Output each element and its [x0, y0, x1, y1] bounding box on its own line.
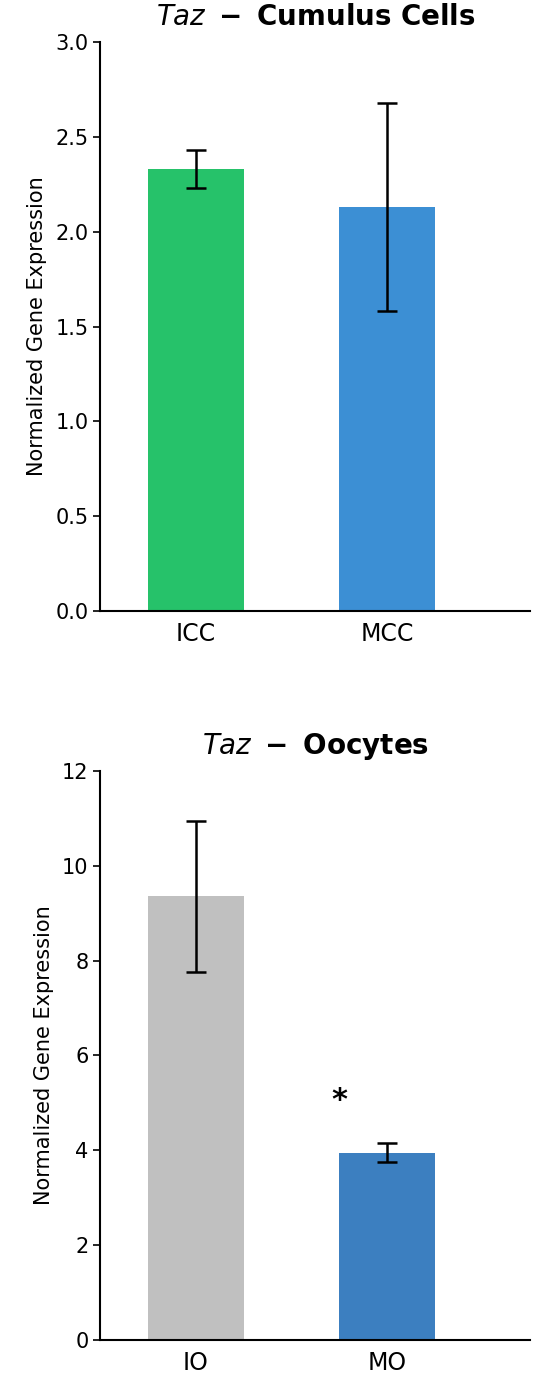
Title: $\mathbf{\mathit{Taz}}$$\mathbf{\ -\ Oocytes}$: $\mathbf{\mathit{Taz}}$$\mathbf{\ -\ Ooc…	[202, 732, 429, 762]
Bar	[339, 1153, 435, 1340]
Bar	[148, 896, 244, 1340]
Title: $\mathbf{\mathit{Taz}}$$\mathbf{\ -\ Cumulus\ Cells}$: $\mathbf{\mathit{Taz}}$$\mathbf{\ -\ Cum…	[156, 3, 475, 31]
Y-axis label: Normalized Gene Expression: Normalized Gene Expression	[34, 906, 54, 1205]
Text: *: *	[331, 1086, 347, 1115]
Bar	[148, 169, 244, 611]
Bar	[339, 207, 435, 611]
Y-axis label: Normalized Gene Expression: Normalized Gene Expression	[27, 177, 47, 476]
